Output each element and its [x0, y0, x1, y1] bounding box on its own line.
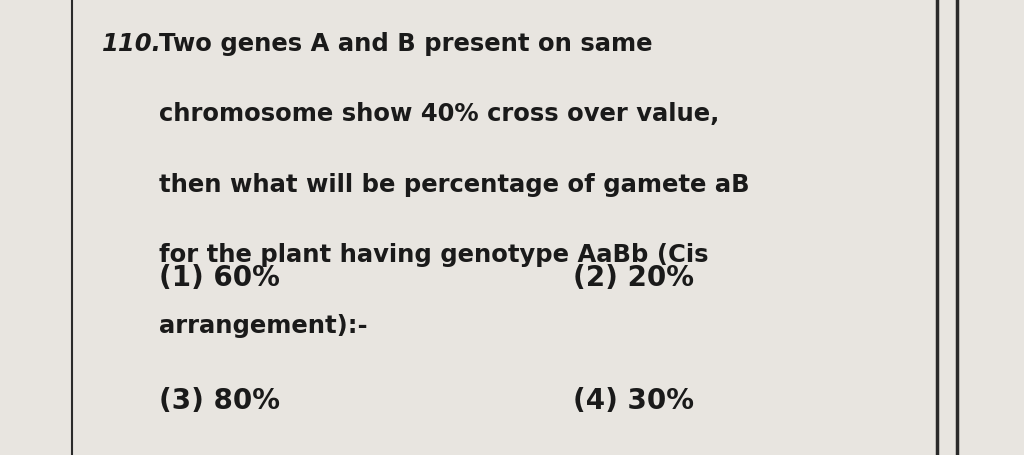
- Text: chromosome show 40% cross over value,: chromosome show 40% cross over value,: [159, 102, 719, 126]
- Text: (2) 20%: (2) 20%: [573, 264, 694, 292]
- Text: (3) 80%: (3) 80%: [159, 387, 280, 415]
- Text: (4) 30%: (4) 30%: [573, 387, 694, 415]
- Text: 110.: 110.: [102, 32, 162, 56]
- Text: arrangement):-: arrangement):-: [159, 314, 368, 338]
- Text: then what will be percentage of gamete aB: then what will be percentage of gamete a…: [159, 173, 750, 197]
- Text: for the plant having genotype AaBb (Cis: for the plant having genotype AaBb (Cis: [159, 243, 709, 268]
- Text: (1) 60%: (1) 60%: [159, 264, 280, 292]
- Text: Two genes A and B present on same: Two genes A and B present on same: [159, 32, 652, 56]
